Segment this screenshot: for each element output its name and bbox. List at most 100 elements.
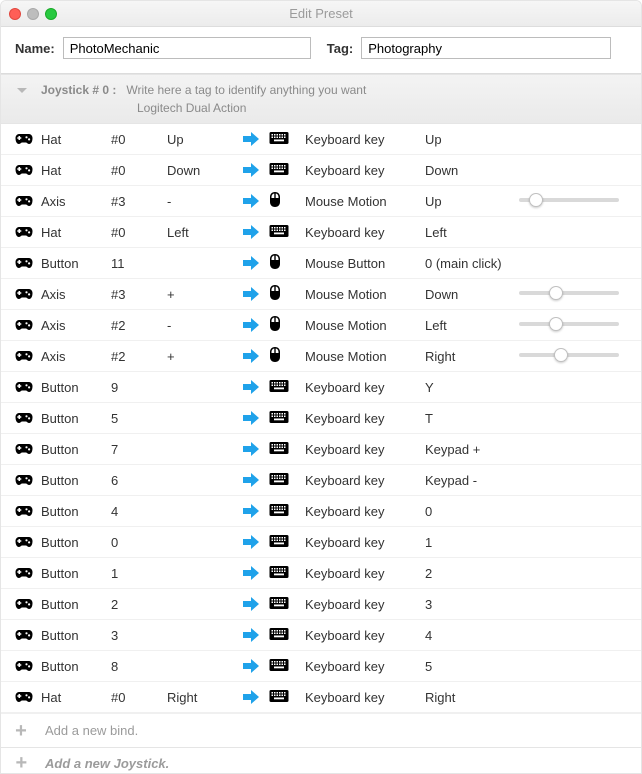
output-value: Keypad - [425, 473, 519, 488]
output-kind: Keyboard key [305, 132, 425, 147]
bind-row[interactable]: Button8Keyboard key5 [1, 651, 641, 682]
bind-row[interactable]: Button4 Keyboard key0 [1, 496, 641, 527]
joystick-prefix: Joystick # 0 : [41, 83, 116, 97]
chevron-down-icon[interactable] [13, 82, 31, 100]
sensitivity-slider[interactable] [519, 348, 619, 362]
keyboard-icon [269, 596, 305, 613]
output-kind: Keyboard key [305, 380, 425, 395]
input-dir: Up [167, 132, 233, 147]
bind-row[interactable]: Button5Keyboard keyT [1, 403, 641, 434]
input-num: #0 [111, 225, 167, 240]
bind-row[interactable]: Button6Keyboard keyKeypad - [1, 465, 641, 496]
add-bind-row[interactable]: + Add a new bind. [1, 713, 641, 747]
add-joystick-label: Add a new Joystick. [45, 756, 169, 771]
keyboard-icon [269, 503, 305, 520]
keyboard-icon [269, 379, 305, 396]
arrow-right-icon [233, 379, 269, 395]
output-value: 3 [425, 597, 519, 612]
keyboard-icon [269, 658, 305, 675]
titlebar: Edit Preset [1, 1, 641, 27]
bind-row[interactable]: Button7Keyboard keyKeypad + [1, 434, 641, 465]
arrow-right-icon [233, 410, 269, 426]
output-kind: Keyboard key [305, 690, 425, 705]
keyboard-icon [269, 224, 305, 241]
input-kind: Button [41, 504, 111, 519]
input-kind: Button [41, 473, 111, 488]
bind-row[interactable]: Button11Mouse Button0 (main click) [1, 248, 641, 279]
output-kind: Keyboard key [305, 442, 425, 457]
output-kind: Keyboard key [305, 566, 425, 581]
keyboard-icon [269, 534, 305, 551]
bind-row[interactable]: Button2Keyboard key3 [1, 589, 641, 620]
input-num: 1 [111, 566, 167, 581]
gamepad-icon [7, 318, 41, 332]
input-kind: Hat [41, 690, 111, 705]
keyboard-icon [269, 627, 305, 644]
add-joystick-row[interactable]: + Add a new Joystick. [1, 747, 641, 774]
input-num: 4 [111, 504, 167, 519]
name-label: Name: [15, 41, 55, 56]
output-kind: Mouse Motion [305, 318, 425, 333]
output-value: 0 [425, 504, 519, 519]
bind-row[interactable]: Button0Keyboard key1 [1, 527, 641, 558]
output-value: T [425, 411, 519, 426]
gamepad-icon [7, 504, 41, 518]
joystick-hint[interactable]: Write here a tag to identify anything yo… [126, 83, 366, 97]
arrow-right-icon [233, 255, 269, 271]
arrow-right-icon [233, 224, 269, 240]
tag-input[interactable] [361, 37, 611, 59]
output-value: 2 [425, 566, 519, 581]
bind-row[interactable]: Hat#0LeftKeyboard keyLeft [1, 217, 641, 248]
arrow-right-icon [233, 472, 269, 488]
bind-row[interactable]: Button3Keyboard key4 [1, 620, 641, 651]
keyboard-icon [269, 162, 305, 179]
bind-row[interactable]: Button9Keyboard keyY [1, 372, 641, 403]
bind-row[interactable]: Axis#2+Mouse MotionRight [1, 341, 641, 372]
input-dir: Down [167, 163, 233, 178]
gamepad-icon [7, 535, 41, 549]
bind-row[interactable]: Axis#3-Mouse MotionUp [1, 186, 641, 217]
sensitivity-slider[interactable] [519, 286, 619, 300]
plus-icon: + [11, 721, 31, 741]
header-fields: Name: Tag: [1, 27, 641, 73]
input-dir: + [167, 349, 233, 364]
plus-icon: + [11, 753, 31, 773]
bind-row[interactable]: Axis#3+Mouse MotionDown [1, 279, 641, 310]
bind-row[interactable]: Hat#0RightKeyboard keyRight [1, 682, 641, 713]
output-kind: Keyboard key [305, 597, 425, 612]
input-num: 8 [111, 659, 167, 674]
input-num: 0 [111, 535, 167, 550]
input-kind: Button [41, 535, 111, 550]
gamepad-icon [7, 287, 41, 301]
keyboard-icon [269, 441, 305, 458]
output-value: Right [425, 690, 519, 705]
arrow-right-icon [233, 286, 269, 302]
arrow-right-icon [233, 596, 269, 612]
bind-row[interactable]: Hat#0UpKeyboard keyUp [1, 124, 641, 155]
tag-label: Tag: [327, 41, 353, 56]
input-kind: Axis [41, 318, 111, 333]
input-dir: + [167, 287, 233, 302]
sensitivity-slider[interactable] [519, 193, 619, 207]
arrow-right-icon [233, 317, 269, 333]
output-kind: Keyboard key [305, 163, 425, 178]
bind-row[interactable]: Axis#2-Mouse MotionLeft [1, 310, 641, 341]
output-kind: Keyboard key [305, 225, 425, 240]
output-kind: Mouse Motion [305, 287, 425, 302]
input-kind: Hat [41, 132, 111, 147]
input-num: 7 [111, 442, 167, 457]
gamepad-icon [7, 380, 41, 394]
gamepad-icon [7, 690, 41, 704]
bind-row[interactable]: Button1Keyboard key2 [1, 558, 641, 589]
bind-row[interactable]: Hat#0DownKeyboard keyDown [1, 155, 641, 186]
output-kind: Keyboard key [305, 504, 425, 519]
arrow-right-icon [233, 689, 269, 705]
name-input[interactable] [63, 37, 311, 59]
output-value: 0 (main click) [425, 256, 519, 271]
input-kind: Hat [41, 225, 111, 240]
gamepad-icon [7, 566, 41, 580]
sensitivity-slider[interactable] [519, 317, 619, 331]
gamepad-icon [7, 473, 41, 487]
input-num: 5 [111, 411, 167, 426]
input-num: 6 [111, 473, 167, 488]
